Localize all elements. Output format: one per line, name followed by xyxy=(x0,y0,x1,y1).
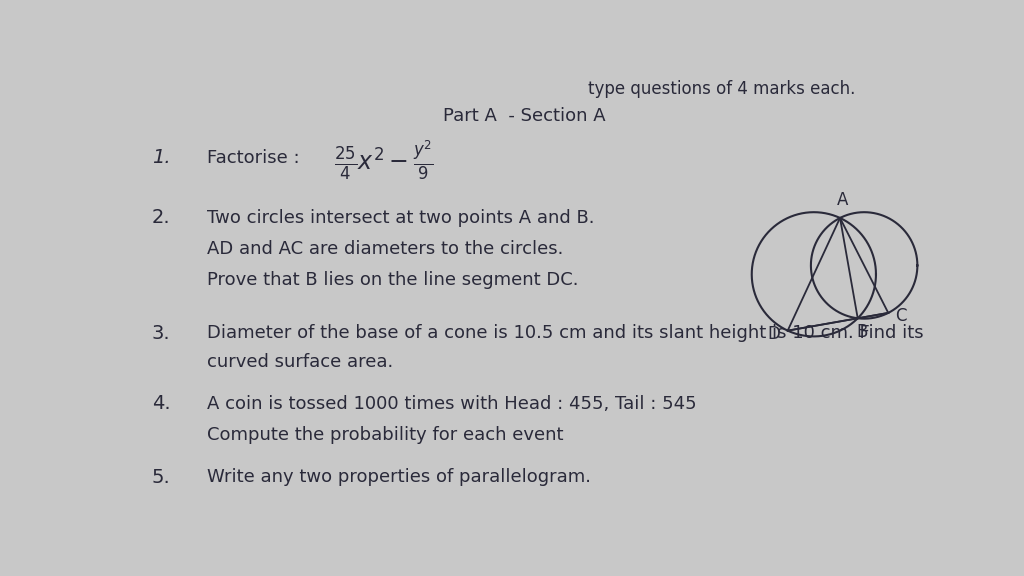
Text: AD and AC are diameters to the circles.: AD and AC are diameters to the circles. xyxy=(207,240,564,257)
Text: 5.: 5. xyxy=(152,468,171,487)
Text: A coin is tossed 1000 times with Head : 455, Tail : 545: A coin is tossed 1000 times with Head : … xyxy=(207,395,697,413)
Text: 1.: 1. xyxy=(152,149,170,167)
Text: Prove that B lies on the line segment DC.: Prove that B lies on the line segment DC… xyxy=(207,271,579,289)
Text: 4.: 4. xyxy=(152,395,170,414)
Text: Part A  - Section A: Part A - Section A xyxy=(443,107,606,124)
Text: Diameter of the base of a cone is 10.5 cm and its slant height is 10 cm. Find it: Diameter of the base of a cone is 10.5 c… xyxy=(207,324,924,342)
Text: B: B xyxy=(857,323,868,341)
Text: Compute the probability for each event: Compute the probability for each event xyxy=(207,426,564,444)
Text: type questions of 4 marks each.: type questions of 4 marks each. xyxy=(588,80,856,98)
Text: D: D xyxy=(768,325,780,343)
Text: C: C xyxy=(895,307,907,325)
Text: Write any two properties of parallelogram.: Write any two properties of parallelogra… xyxy=(207,468,592,486)
Text: A: A xyxy=(838,191,849,209)
Text: Two circles intersect at two points A and B.: Two circles intersect at two points A an… xyxy=(207,209,595,227)
Text: 3.: 3. xyxy=(152,324,170,343)
Text: $\frac{25}{4}x^2 - \frac{y^2}{9}$: $\frac{25}{4}x^2 - \frac{y^2}{9}$ xyxy=(334,138,434,182)
Text: 2.: 2. xyxy=(152,208,170,227)
Text: Factorise :: Factorise : xyxy=(207,149,300,167)
Text: curved surface area.: curved surface area. xyxy=(207,353,393,371)
